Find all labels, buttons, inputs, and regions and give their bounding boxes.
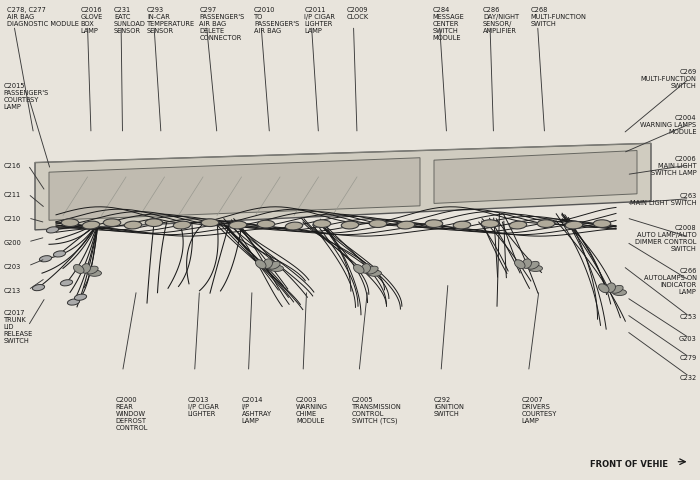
Ellipse shape: [53, 252, 66, 257]
Text: C2017
TRUNK
LID
RELEASE
SWITCH: C2017 TRUNK LID RELEASE SWITCH: [4, 310, 33, 343]
Ellipse shape: [88, 271, 102, 276]
Ellipse shape: [361, 264, 370, 274]
Ellipse shape: [522, 259, 531, 269]
Ellipse shape: [46, 228, 59, 233]
Ellipse shape: [74, 265, 84, 274]
Polygon shape: [49, 158, 420, 221]
Text: C253: C253: [679, 314, 696, 320]
Ellipse shape: [606, 283, 615, 293]
Text: C268
MULTI-FUNCTION
SWITCH: C268 MULTI-FUNCTION SWITCH: [531, 7, 587, 27]
Ellipse shape: [86, 266, 98, 275]
Ellipse shape: [263, 259, 272, 269]
Text: G200: G200: [4, 240, 22, 245]
Text: C269
MULTI-FUNCTION
SWITCH: C269 MULTI-FUNCTION SWITCH: [640, 69, 696, 89]
Ellipse shape: [510, 222, 526, 229]
Ellipse shape: [67, 300, 80, 305]
Polygon shape: [35, 144, 651, 230]
Ellipse shape: [527, 262, 539, 270]
Ellipse shape: [481, 220, 498, 228]
Text: G203: G203: [679, 336, 696, 341]
Text: C2007
DRIVERS
COURTESY
LAMP: C2007 DRIVERS COURTESY LAMP: [522, 396, 557, 423]
Text: C2015
PASSENGER'S
COURTESY
LAMP: C2015 PASSENGER'S COURTESY LAMP: [4, 83, 49, 109]
Text: C213: C213: [4, 288, 20, 293]
Text: C278, C277
AIR BAG
DIAGNOSTIC MODULE: C278, C277 AIR BAG DIAGNOSTIC MODULE: [7, 7, 79, 27]
Text: C203: C203: [4, 264, 21, 269]
Ellipse shape: [268, 262, 280, 270]
Text: C2016
GLOVE
BOX
LAMP: C2016 GLOVE BOX LAMP: [80, 7, 103, 34]
Ellipse shape: [368, 271, 382, 276]
Ellipse shape: [566, 222, 582, 229]
Ellipse shape: [538, 220, 554, 228]
Text: C2008
AUTO LAMP/AUTO
DIMMER CONTROL
SWITCH: C2008 AUTO LAMP/AUTO DIMMER CONTROL SWIT…: [635, 224, 696, 251]
Text: C2010
TO
PASSENGER'S
AIR BAG: C2010 TO PASSENGER'S AIR BAG: [254, 7, 300, 34]
Text: C2005
TRANSMISSION
CONTROL
SWITCH (TCS): C2005 TRANSMISSION CONTROL SWITCH (TCS): [352, 396, 402, 423]
Text: C2014
I/P
ASHTRAY
LAMP: C2014 I/P ASHTRAY LAMP: [241, 396, 272, 423]
Text: C2003
WARNING
CHIME
MODULE: C2003 WARNING CHIME MODULE: [296, 396, 328, 423]
Text: C2013
I/P CIGAR
LIGHTER: C2013 I/P CIGAR LIGHTER: [188, 396, 218, 416]
Text: C297
PASSENGER'S
AIR BAG
DELETE
CONNECTOR: C297 PASSENGER'S AIR BAG DELETE CONNECTO…: [199, 7, 245, 41]
Text: C2011
I/P CIGAR
LIGHTER
LAMP: C2011 I/P CIGAR LIGHTER LAMP: [304, 7, 335, 34]
Ellipse shape: [514, 260, 525, 269]
Ellipse shape: [366, 266, 378, 275]
Ellipse shape: [256, 260, 266, 269]
Text: C2000
REAR
WINDOW
DEFROST
CONTROL: C2000 REAR WINDOW DEFROST CONTROL: [116, 396, 148, 430]
Ellipse shape: [612, 290, 626, 296]
Ellipse shape: [426, 220, 442, 228]
Text: C279: C279: [679, 355, 696, 360]
Text: C284
MESSAGE
CENTER
SWITCH
MODULE: C284 MESSAGE CENTER SWITCH MODULE: [433, 7, 464, 41]
Ellipse shape: [104, 219, 120, 227]
Ellipse shape: [528, 266, 542, 272]
Ellipse shape: [258, 221, 274, 228]
Ellipse shape: [146, 219, 162, 227]
Ellipse shape: [314, 220, 330, 228]
Ellipse shape: [270, 266, 284, 272]
Text: FRONT OF VEHIE: FRONT OF VEHIE: [591, 459, 668, 468]
Ellipse shape: [611, 286, 623, 294]
Ellipse shape: [62, 219, 78, 227]
Ellipse shape: [83, 222, 99, 229]
Text: C2009
CLOCK: C2009 CLOCK: [346, 7, 369, 20]
Ellipse shape: [370, 220, 386, 228]
Text: C2004
WARNING LAMPS
MODULE: C2004 WARNING LAMPS MODULE: [640, 115, 696, 135]
Text: C211: C211: [4, 192, 20, 197]
Ellipse shape: [174, 222, 190, 229]
Ellipse shape: [286, 223, 302, 230]
Text: C231
EATC
SUNLOAD
SENSOR: C231 EATC SUNLOAD SENSOR: [114, 7, 146, 34]
Ellipse shape: [354, 265, 364, 274]
Text: C286
DAY/NIGHT
SENSOR/
AMPLIFIER: C286 DAY/NIGHT SENSOR/ AMPLIFIER: [483, 7, 519, 34]
Ellipse shape: [32, 285, 45, 291]
Text: C263
MAIN LIGHT SWITCH: C263 MAIN LIGHT SWITCH: [630, 192, 696, 206]
Text: C216: C216: [4, 163, 21, 168]
Ellipse shape: [39, 256, 52, 262]
Ellipse shape: [60, 280, 73, 286]
Ellipse shape: [598, 284, 609, 293]
Text: C210: C210: [4, 216, 21, 221]
Text: C232: C232: [679, 374, 696, 380]
Text: C2006
MAIN LIGHT
SWITCH LAMP: C2006 MAIN LIGHT SWITCH LAMP: [651, 156, 696, 176]
Text: C266
AUTOLAMPS ON
INDICATOR
LAMP: C266 AUTOLAMPS ON INDICATOR LAMP: [643, 267, 696, 294]
Text: C292
IGNITION
SWITCH: C292 IGNITION SWITCH: [434, 396, 464, 416]
Ellipse shape: [454, 222, 470, 229]
Ellipse shape: [125, 222, 141, 229]
Text: C293
IN-CAR
TEMPERATURE
SENSOR: C293 IN-CAR TEMPERATURE SENSOR: [147, 7, 195, 34]
Ellipse shape: [81, 264, 90, 274]
Ellipse shape: [594, 220, 610, 228]
Ellipse shape: [342, 222, 358, 229]
Ellipse shape: [202, 219, 218, 227]
Polygon shape: [434, 151, 637, 204]
Ellipse shape: [398, 222, 414, 229]
Ellipse shape: [74, 295, 87, 300]
Ellipse shape: [230, 222, 246, 229]
